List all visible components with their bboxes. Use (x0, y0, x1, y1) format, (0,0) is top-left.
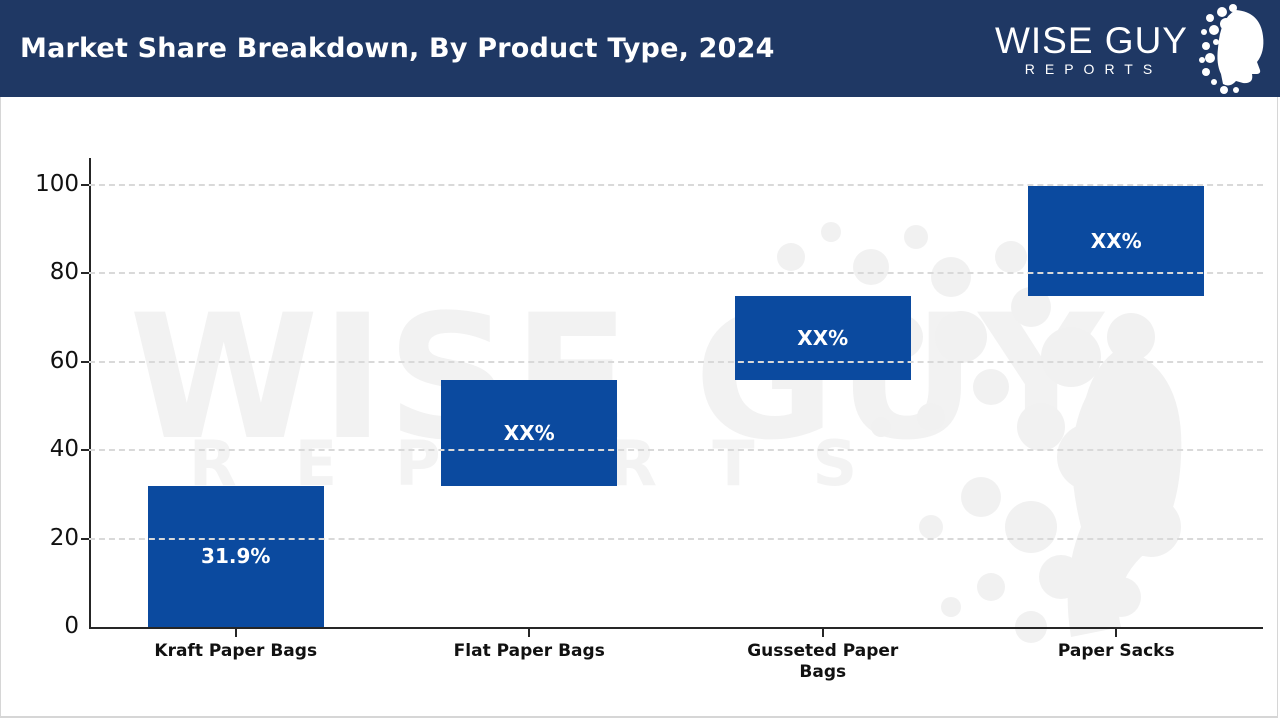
y-tick-label-100: 100 (35, 171, 79, 197)
y-axis (89, 158, 91, 629)
category-label-3: Paper Sacks (1057, 641, 1175, 661)
plot-area: WISE GUY REPORTS 02040608010031.9%Kraft … (0, 97, 1278, 718)
bar-3 (1028, 185, 1205, 296)
bar-0 (147, 486, 324, 627)
logo-text: WISE GUY REPORTS (995, 22, 1188, 76)
logo-wordmark: WISE GUY (994, 19, 1188, 61)
y-tick-label-60: 60 (49, 347, 79, 374)
bar-2 (734, 295, 911, 380)
y-tick-20 (81, 537, 89, 540)
bar-label-2: XX% (797, 325, 849, 350)
x-tick-1 (528, 629, 531, 637)
x-tick-3 (1115, 629, 1118, 637)
y-tick-100 (81, 184, 89, 186)
bar-label-0: 31.9% (201, 544, 271, 569)
y-tick-label-0: 0 (64, 613, 79, 639)
category-label-0: Kraft Paper Bags (154, 641, 318, 661)
header-banner: Market Share Breakdown, By Product Type,… (0, 0, 1280, 97)
bar-1 (441, 379, 618, 486)
gridline-100 (89, 184, 1263, 186)
x-tick-2 (821, 629, 824, 637)
gridline-40 (89, 449, 1263, 452)
y-tick-60 (81, 360, 89, 363)
chart-title: Market Share Breakdown, By Product Type,… (20, 33, 775, 64)
category-label-1: Flat Paper Bags (453, 641, 605, 661)
y-tick-label-80: 80 (49, 259, 79, 286)
y-tick-80 (81, 272, 89, 275)
x-tick-0 (234, 629, 237, 637)
gridline-20 (89, 537, 1263, 540)
gridline-80 (89, 272, 1263, 275)
bar-label-3: XX% (1090, 228, 1142, 253)
bar-label-1: XX% (503, 420, 555, 445)
x-axis (89, 627, 1263, 629)
gridline-60 (89, 360, 1263, 363)
y-tick-40 (81, 449, 89, 452)
y-tick-label-40: 40 (49, 436, 79, 463)
logo-head-icon (1199, 3, 1264, 94)
logo-subtitle: REPORTS (1024, 60, 1163, 77)
y-tick-label-20: 20 (49, 524, 79, 551)
wise-guy-reports-logo: WISE GUY REPORTS (995, 0, 1268, 97)
category-label-2: Gusseted Paper Bags (747, 641, 899, 683)
